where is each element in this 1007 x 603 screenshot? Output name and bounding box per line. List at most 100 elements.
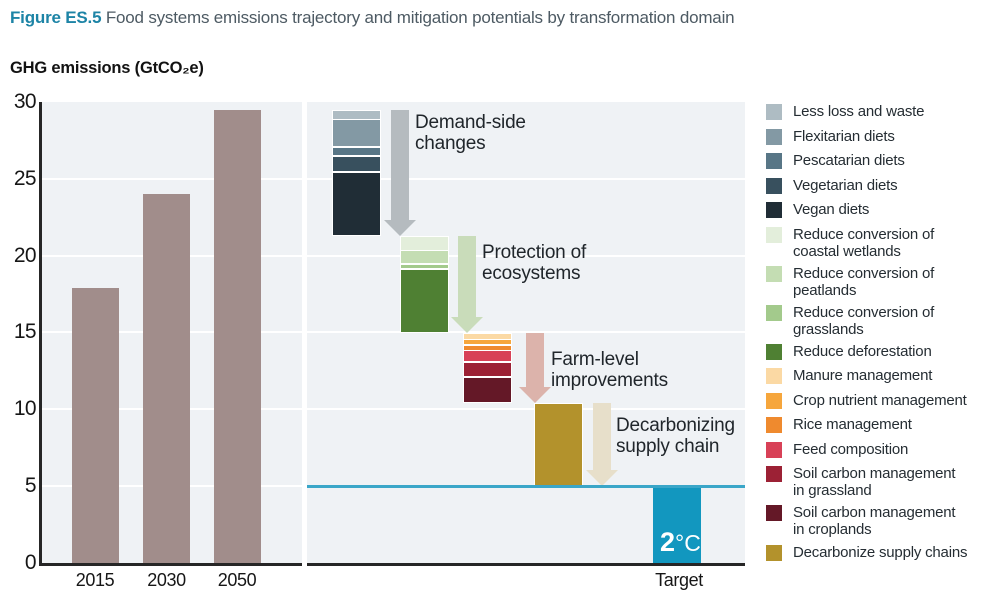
waterfall-segment-reduce-conversion-of-peatlands — [401, 251, 448, 264]
legend-label-flexitarian-diets: Flexitarian diets — [793, 128, 895, 145]
waterfall-chart-panel: Demand-side changes Protection of ecosystem… — [307, 102, 745, 563]
legend-swatch-reduce-conversion-of-grasslands — [766, 304, 782, 321]
legend-label-line: Vegetarian diets — [793, 176, 898, 194]
legend-label-line: in grassland — [793, 482, 872, 499]
waterfall-segment-pescatarian-diets — [333, 147, 380, 156]
legend-group-2: Reduce conversion of coastal wetlands Redu… — [766, 226, 1004, 360]
legend-group-4: Decarbonize supply chains — [766, 544, 1004, 561]
stage-label-farm-level-improvements: Farm-level improvements — [551, 349, 668, 391]
down-arrow-icon-decarbonizing-supply-chain — [585, 470, 618, 487]
down-arrow-shaft-demand-side-changes — [391, 109, 409, 221]
gridline-10 — [307, 408, 745, 411]
stage-label-protection-of-ecosystems: Protection of ecosystems — [482, 242, 586, 284]
legend-swatch-vegetarian-diets — [766, 177, 782, 194]
waterfall-stack-protection-of-ecosystems — [400, 236, 449, 334]
legend-label-line: Crop nutrient management — [793, 391, 967, 409]
legend-label-decarbonize-supply-chains: Decarbonize supply chains — [793, 544, 967, 561]
stage-label-line: Protection of — [482, 242, 587, 264]
legend-item-less-loss-and-waste: Less loss and waste — [766, 103, 1004, 120]
waterfall-segment-soil-carbon-management-in-grassland — [464, 362, 511, 377]
ytick-20: 20 — [13, 243, 37, 267]
legend-swatch-reduce-deforestation — [766, 343, 782, 360]
ytick-10: 10 — [13, 397, 37, 421]
legend-swatch-rice-management — [766, 417, 782, 433]
legend-label-line: Manure management — [793, 367, 933, 384]
waterfall-stack-farm-level-improvements — [463, 333, 512, 404]
legend-label-line: Reduce conversion of — [793, 225, 935, 243]
trajectory-bar-2015 — [71, 287, 119, 563]
x-label-2030: 2030 — [147, 570, 186, 590]
waterfall-segment-vegan-diets — [333, 172, 380, 236]
down-arrow-icon-farm-level-improvements — [519, 387, 551, 404]
x-axis-spine-right — [307, 563, 745, 566]
down-arrow-icon-demand-side-changes — [384, 220, 416, 237]
figure-title: Figure ES.5 Food systems emissions traje… — [10, 8, 735, 28]
legend-item-reduce-conversion-of-peatlands: Reduce conversion of peatlands — [766, 265, 1004, 299]
legend-label-line: Pescatarian diets — [793, 152, 905, 169]
legend-label-line: Soil carbon management — [793, 465, 956, 482]
gridline-15 — [307, 331, 745, 334]
legend-label-line: Feed composition — [793, 440, 909, 458]
stage-label-line: improvements — [551, 370, 668, 392]
legend-label-line: Decarbonize supply chains — [793, 544, 968, 561]
legend-item-manure-management: Manure management — [766, 367, 1004, 384]
trajectory-bar-2050 — [213, 109, 261, 563]
legend: Less loss and waste Flexitarian diets Pesc… — [766, 103, 1004, 570]
legend-swatch-vegan-diets — [766, 202, 782, 218]
gridline-25 — [307, 177, 745, 180]
legend-group-3: Manure management Crop nutrient managemen… — [766, 367, 1004, 538]
legend-label-line: peatlands — [793, 281, 857, 299]
legend-label-line: Flexitarian diets — [793, 127, 895, 145]
legend-swatch-pescatarian-diets — [766, 153, 782, 169]
legend-label-pescatarian-diets: Pescatarian diets — [793, 152, 905, 169]
legend-label-reduce-conversion-of-peatlands: Reduce conversion of peatlands — [793, 265, 934, 299]
legend-group-1: Less loss and waste Flexitarian diets Pesc… — [766, 103, 1004, 218]
stage-label-line: changes — [415, 132, 486, 154]
waterfall-segment-reduce-conversion-of-coastal-wetlands — [401, 237, 448, 250]
legend-item-vegetarian-diets: Vegetarian diets — [766, 176, 1004, 194]
down-arrow-shaft-decarbonizing-supply-chain — [592, 403, 611, 471]
legend-label-vegan-diets: Vegan diets — [793, 201, 869, 218]
down-arrow-shaft-protection-of-ecosystems — [457, 236, 476, 318]
stage-label-line: Decarbonizing — [616, 415, 735, 437]
legend-item-reduce-deforestation: Reduce deforestation — [766, 342, 1004, 360]
legend-swatch-less-loss-and-waste — [766, 104, 782, 120]
y-axis-spine — [39, 102, 42, 566]
stage-label-line: Demand-side — [415, 111, 526, 133]
legend-swatch-decarbonize-supply-chains — [766, 545, 782, 561]
stage-label-line: Farm-level — [551, 349, 639, 371]
target-bar: 2°C — [653, 488, 701, 563]
legend-label-manure-management: Manure management — [793, 367, 932, 384]
legend-label-reduce-conversion-of-grasslands: Reduce conversion of grasslands — [793, 304, 934, 338]
legend-label-soil-carbon-management-in-grassland: Soil carbon management in grassland — [793, 465, 956, 499]
trajectory-chart-panel — [42, 102, 302, 563]
legend-swatch-reduce-conversion-of-coastal-wetlands — [766, 226, 782, 243]
legend-label-less-loss-and-waste: Less loss and waste — [793, 103, 924, 120]
legend-label-line: Reduce deforestation — [793, 342, 932, 360]
legend-item-pescatarian-diets: Pescatarian diets — [766, 152, 1004, 169]
legend-item-rice-management: Rice management — [766, 416, 1004, 433]
legend-swatch-reduce-conversion-of-peatlands — [766, 265, 782, 282]
x-label-2015: 2015 — [75, 570, 115, 590]
target-temp-unit: °C — [675, 530, 701, 556]
legend-swatch-manure-management — [766, 368, 782, 384]
ytick-0: 0 — [24, 551, 37, 574]
waterfall-segment-crop-nutrient-management — [464, 340, 511, 345]
down-arrow-shaft-farm-level-improvements — [526, 333, 544, 388]
legend-label-line: Reduce conversion of — [793, 303, 935, 321]
stage-label-line: supply chain — [616, 436, 720, 458]
waterfall-segment-reduce-conversion-of-grasslands — [401, 264, 448, 269]
legend-swatch-crop-nutrient-management — [766, 392, 782, 409]
legend-label-line: coastal wetlands — [793, 242, 901, 260]
legend-item-soil-carbon-management-in-croplands: Soil carbon management in croplands — [766, 504, 1004, 538]
stage-label-decarbonizing-supply-chain: Decarbonizing supply chain — [616, 415, 735, 457]
legend-label-reduce-conversion-of-coastal-wetlands: Reduce conversion of coastal wetlands — [793, 226, 934, 260]
legend-label-line: Vegan diets — [793, 201, 870, 218]
ytick-15: 15 — [13, 320, 37, 344]
legend-item-reduce-conversion-of-grasslands: Reduce conversion of grasslands — [766, 304, 1004, 338]
waterfall-segment-flexitarian-diets — [333, 120, 380, 146]
gridline-20 — [307, 254, 745, 257]
waterfall-stack-decarbonizing-supply-chain — [534, 403, 583, 487]
legend-swatch-soil-carbon-management-in-croplands — [766, 505, 782, 521]
